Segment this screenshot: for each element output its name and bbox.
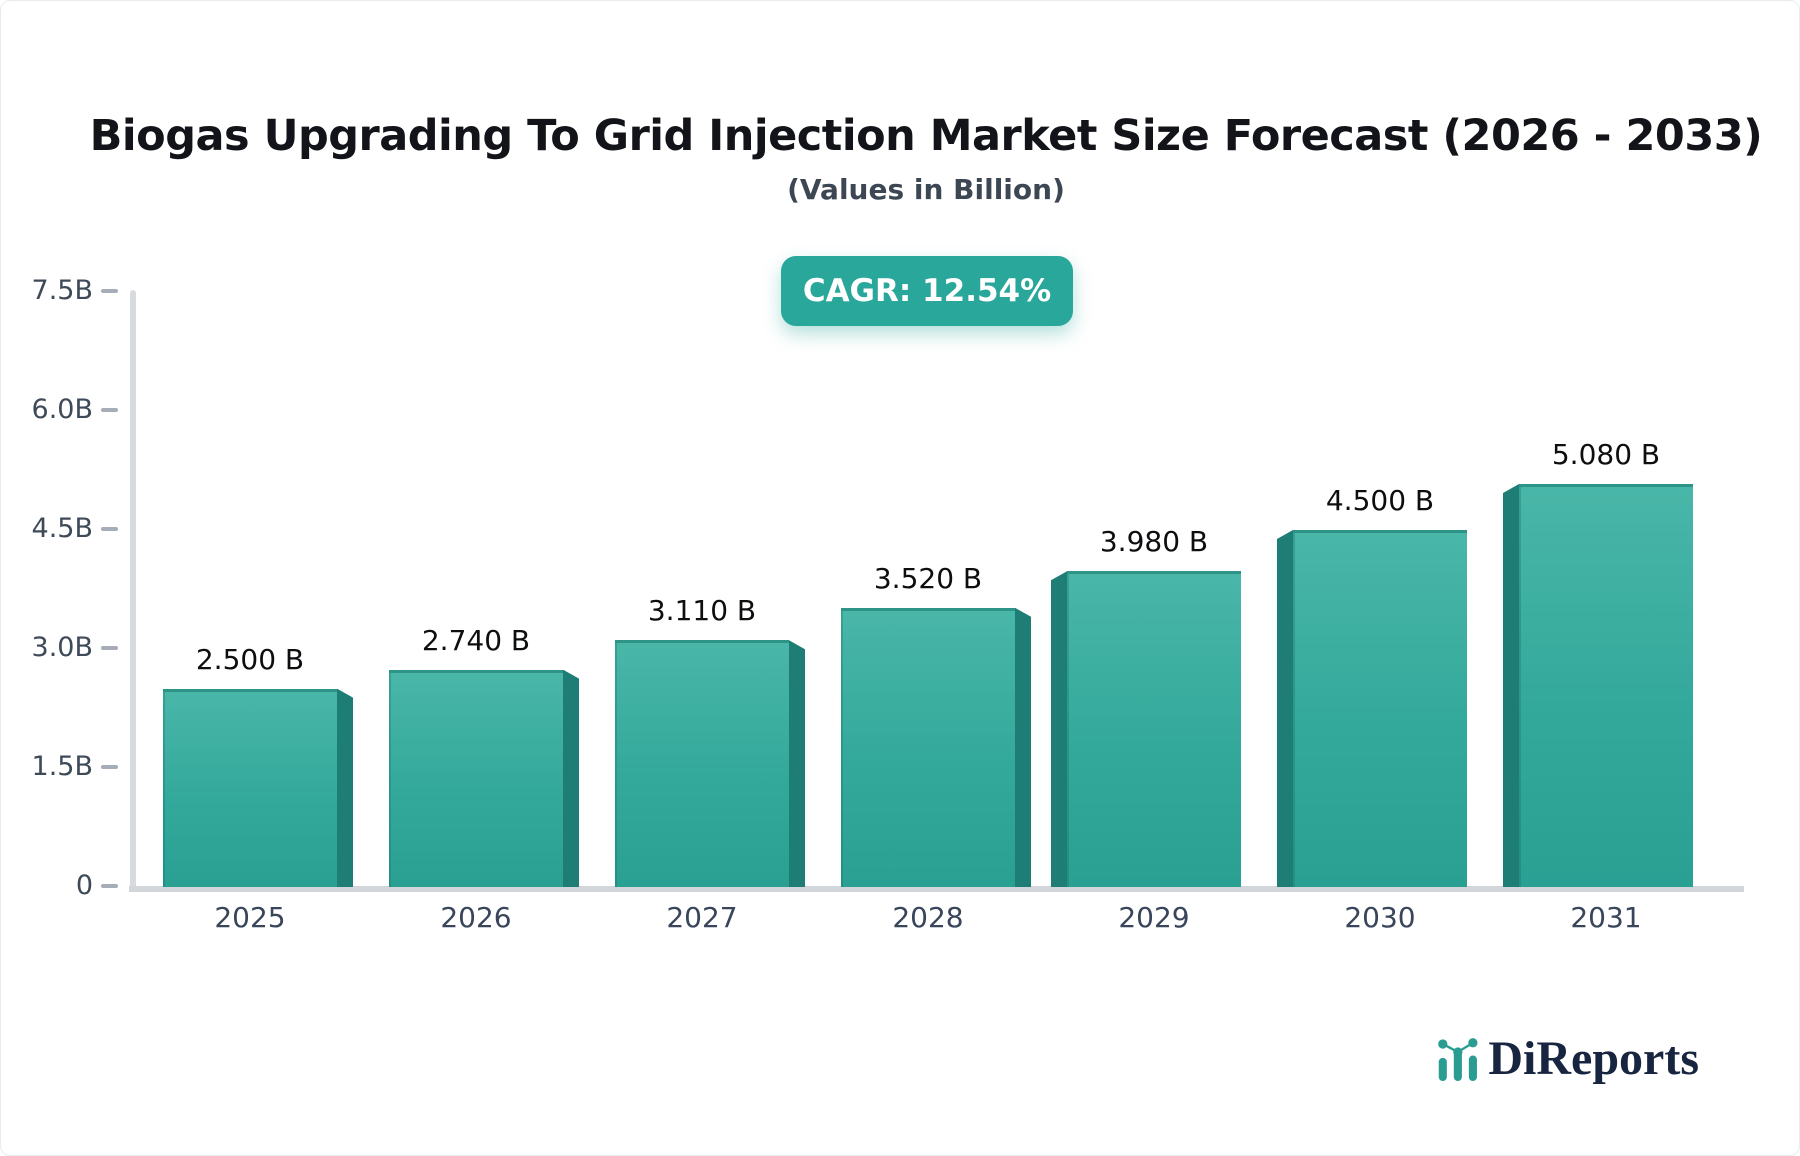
bar-value-label-2031: 5.080 B: [1551, 438, 1661, 471]
y-tick-label-7.5B: 7.5B: [31, 275, 93, 307]
x-axis-label-2028: 2028: [892, 901, 964, 934]
bar-value-label-2029: 3.980 B: [1099, 525, 1209, 559]
x-axis-label-2030: 2030: [1344, 901, 1416, 934]
direports-logo: DiReports: [1438, 1033, 1699, 1085]
x-axis-label-2029: 2029: [1118, 901, 1190, 934]
direports-logo-icon: [1438, 1037, 1480, 1081]
bar-value-label-2025: 2.500 B: [195, 642, 305, 676]
x-axis-line: [129, 886, 1744, 892]
bar-2028: [841, 607, 1015, 887]
bar-2026: [389, 669, 563, 887]
y-axis-line: [130, 290, 136, 892]
bar-2029: [1067, 571, 1241, 887]
y-tick-label-6.0B: 6.0B: [31, 394, 93, 426]
bar-3d-side-2027: [789, 640, 805, 887]
direports-logo-text: DiReports: [1488, 1032, 1699, 1085]
x-axis-label-2027: 2027: [666, 901, 738, 934]
bar-2027: [615, 640, 789, 887]
chart-title: Biogas Upgrading To Grid Injection Marke…: [89, 111, 1763, 161]
bar-3d-side-2030: [1277, 530, 1293, 887]
bar-value-label-2030: 4.500 B: [1325, 484, 1435, 517]
y-tick-label-0: 0: [75, 870, 93, 901]
bar-3d-side-2026: [563, 669, 579, 887]
x-axis-label-2025: 2025: [214, 901, 286, 934]
chart-subtitle: (Values in Billion): [787, 173, 1065, 206]
x-axis-label-2031: 2031: [1570, 901, 1642, 934]
y-tick-dash-3.0B: [101, 646, 118, 650]
bar-value-label-2027: 3.110 B: [647, 594, 757, 628]
bar-2031: [1519, 484, 1693, 887]
y-tick-label-3.0B: 3.0B: [31, 632, 93, 663]
bar-2025: [163, 688, 337, 887]
bar-2030: [1293, 530, 1467, 887]
y-tick-dash-6.0B: [101, 408, 118, 413]
y-tick-label-1.5B: 1.5B: [31, 751, 93, 782]
cagr-badge-label: CAGR: 12.54%: [802, 273, 1052, 309]
bar-value-label-2028: 3.520 B: [873, 561, 983, 595]
bar-value-label-2026: 2.740 B: [421, 623, 531, 657]
y-tick-dash-1.5B: [101, 765, 118, 769]
bar-3d-side-2029: [1051, 571, 1067, 887]
y-tick-dash-7.5B: [101, 289, 118, 294]
y-tick-dash-0: [101, 884, 118, 888]
bar-3d-side-2028: [1015, 607, 1031, 887]
cagr-badge: CAGR: 12.54%: [781, 256, 1073, 326]
x-axis-label-2026: 2026: [440, 901, 512, 934]
bar-3d-side-2031: [1503, 484, 1519, 887]
bar-3d-side-2025: [337, 688, 353, 887]
y-tick-dash-4.5B: [101, 527, 118, 531]
y-tick-label-4.5B: 4.5B: [31, 513, 93, 544]
